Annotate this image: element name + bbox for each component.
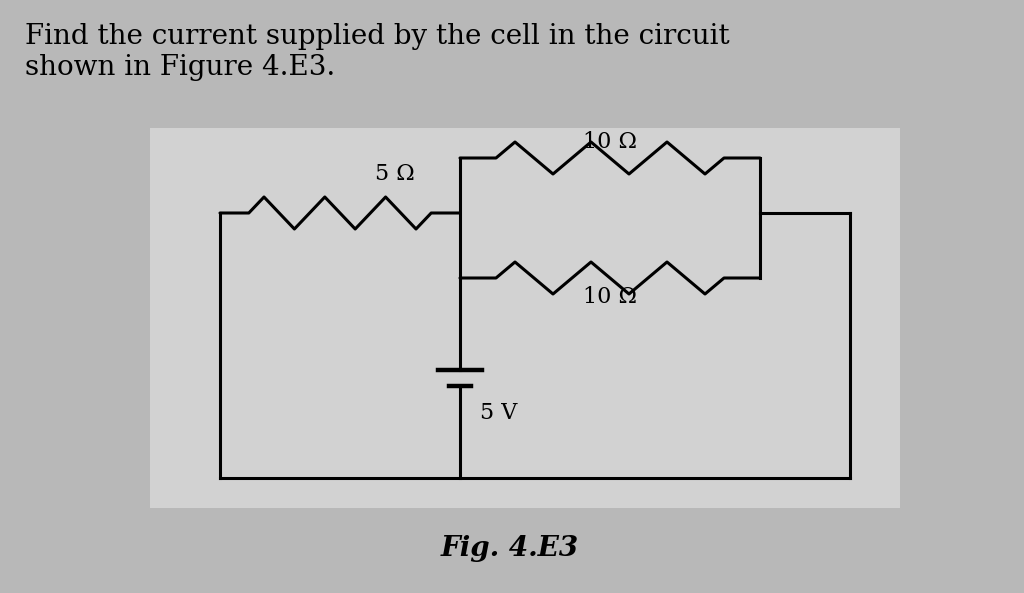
Text: 5 V: 5 V	[480, 402, 517, 424]
Text: Fig. 4.E3: Fig. 4.E3	[441, 534, 579, 562]
Text: 10 Ω: 10 Ω	[583, 131, 637, 153]
Text: Find the current supplied by the cell in the circuit
shown in Figure 4.E3.: Find the current supplied by the cell in…	[25, 23, 730, 81]
Text: 10 Ω: 10 Ω	[583, 286, 637, 308]
Text: 5 Ω: 5 Ω	[375, 163, 415, 185]
Bar	[150, 128, 900, 508]
